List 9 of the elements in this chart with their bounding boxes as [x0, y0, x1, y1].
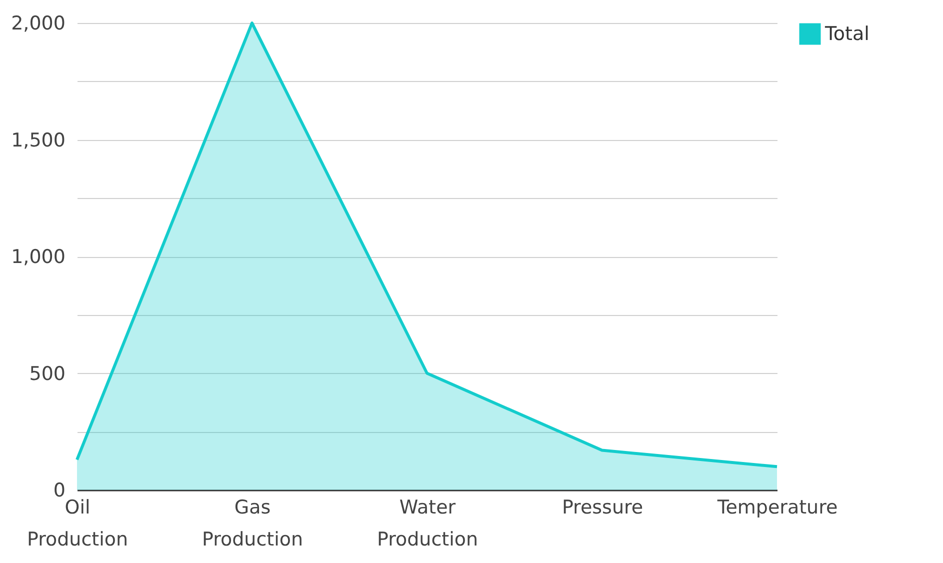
x-tick-label: Water Production: [376, 496, 478, 550]
legend-label: Total: [824, 23, 870, 45]
y-tick-label: 2,000: [11, 12, 66, 34]
x-tick-label: Gas Production: [202, 496, 304, 550]
x-tick-label: Temperature: [716, 496, 838, 518]
y-tick-label: 500: [29, 362, 66, 385]
y-tick-label: 1,000: [11, 246, 66, 268]
y-tick-label: 1,500: [11, 129, 66, 152]
x-tick-label: Pressure: [562, 496, 644, 518]
